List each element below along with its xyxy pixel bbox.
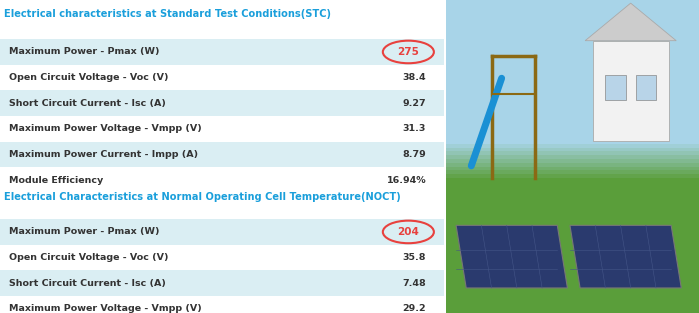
Bar [446,172,699,313]
Bar [446,159,699,163]
Bar [0,142,444,167]
Bar [446,166,699,170]
Bar [446,177,699,182]
Polygon shape [456,225,568,288]
Bar [446,170,699,174]
Bar [0,116,444,142]
Text: Maximum Power - Pmax (W): Maximum Power - Pmax (W) [9,48,159,56]
Bar [446,174,699,178]
Text: Open Circuit Voltage - Voc (V): Open Circuit Voltage - Voc (V) [9,73,168,82]
Text: Maximum Power Current - Impp (A): Maximum Power Current - Impp (A) [9,150,198,159]
Text: 38.4: 38.4 [403,73,426,82]
Bar [446,151,699,155]
Bar [0,219,444,245]
Bar [593,41,669,141]
Text: 275: 275 [398,47,419,57]
Polygon shape [570,225,682,288]
Bar [0,270,444,296]
Bar [446,155,699,159]
Text: Electrical characteristics at Standard Test Conditions(STC): Electrical characteristics at Standard T… [4,9,331,19]
Bar [0,90,444,116]
Bar [0,296,444,313]
Text: 16.94%: 16.94% [387,176,426,185]
Bar [446,0,699,182]
Polygon shape [585,3,676,41]
Text: Short Circuit Current - Isc (A): Short Circuit Current - Isc (A) [9,279,166,288]
Text: Module Efficiency: Module Efficiency [9,176,103,185]
Text: 35.8: 35.8 [403,253,426,262]
Bar [0,245,444,270]
Text: Maximum Power Voltage - Vmpp (V): Maximum Power Voltage - Vmpp (V) [9,125,201,133]
Text: 204: 204 [398,227,419,237]
Text: Maximum Power - Pmax (W): Maximum Power - Pmax (W) [9,228,159,236]
Text: 8.79: 8.79 [403,150,426,159]
Bar [0,167,444,193]
Text: 9.27: 9.27 [403,99,426,108]
Text: Open Circuit Voltage - Voc (V): Open Circuit Voltage - Voc (V) [9,253,168,262]
Text: Short Circuit Current - Isc (A): Short Circuit Current - Isc (A) [9,99,166,108]
Bar [605,75,626,100]
Bar [636,75,656,100]
Text: 7.48: 7.48 [403,279,426,288]
Text: 29.2: 29.2 [403,305,426,313]
Bar [446,144,699,148]
Bar [446,162,699,167]
Bar [446,147,699,151]
Bar [0,39,444,65]
Text: Maximum Power Voltage - Vmpp (V): Maximum Power Voltage - Vmpp (V) [9,305,201,313]
Bar [0,65,444,90]
Text: Electrical Characteristics at Normal Operating Cell Temperature(NOCT): Electrical Characteristics at Normal Ope… [4,192,401,203]
Text: 31.3: 31.3 [403,125,426,133]
